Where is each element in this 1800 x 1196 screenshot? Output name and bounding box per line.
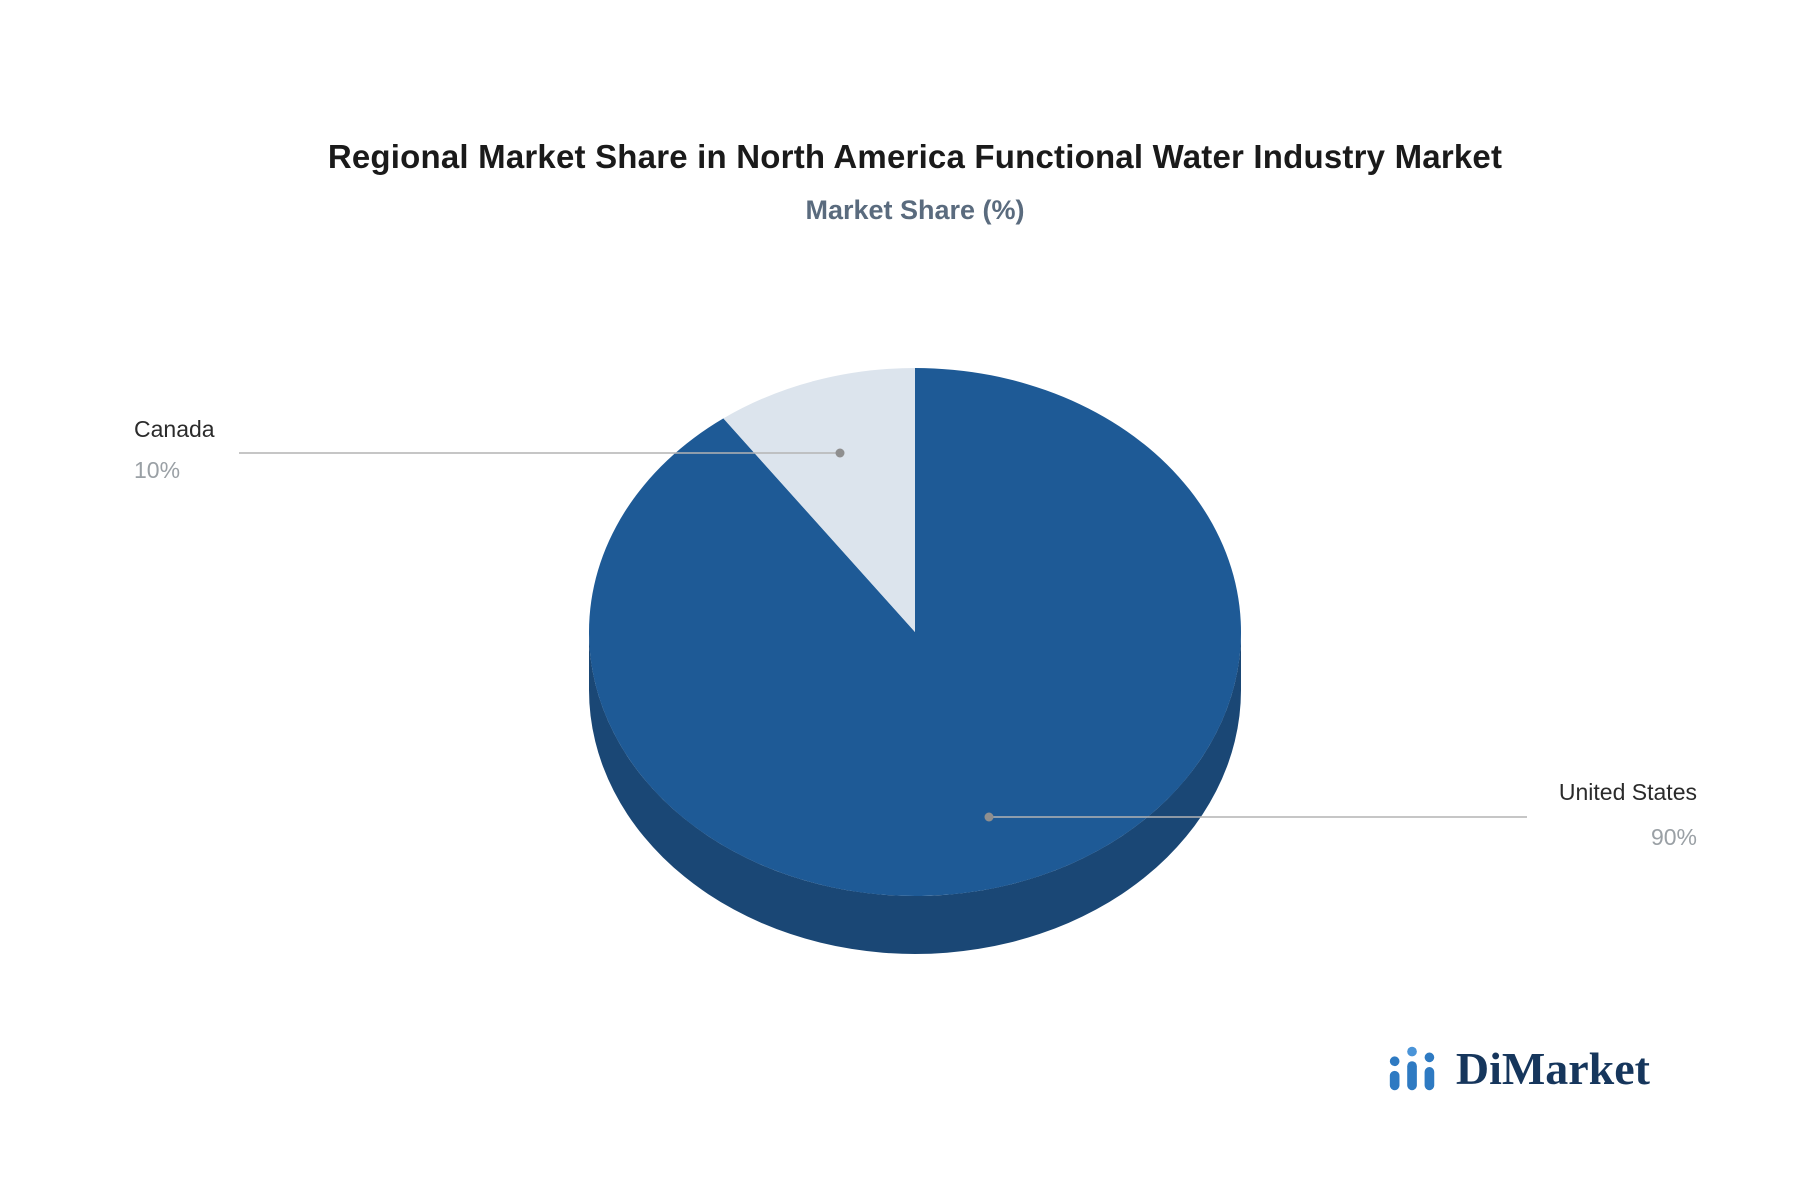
united-states-label: United States	[1558, 779, 1697, 805]
pie-depth	[589, 632, 1241, 954]
brand-logo-text: DiMarket	[1455, 1042, 1650, 1094]
leader-lines	[239, 448, 1527, 822]
chart-title: Regional Market Share in North America F…	[327, 138, 1503, 175]
united-states-leader-dot	[984, 812, 994, 822]
brand-logo: DiMarket	[1384, 1040, 1650, 1096]
chart-subtitle: Market Share (%)	[805, 195, 1025, 225]
canada-leader-dot	[835, 448, 845, 458]
united-states-value: 90%	[1650, 824, 1697, 850]
canada-value: 10%	[134, 457, 181, 483]
bar-chart-icon	[1389, 1046, 1435, 1091]
pie-slice-united-states[interactable]	[588, 368, 1241, 897]
canada-label: Canada	[134, 416, 215, 442]
pie-slice-canada[interactable]	[723, 368, 915, 632]
